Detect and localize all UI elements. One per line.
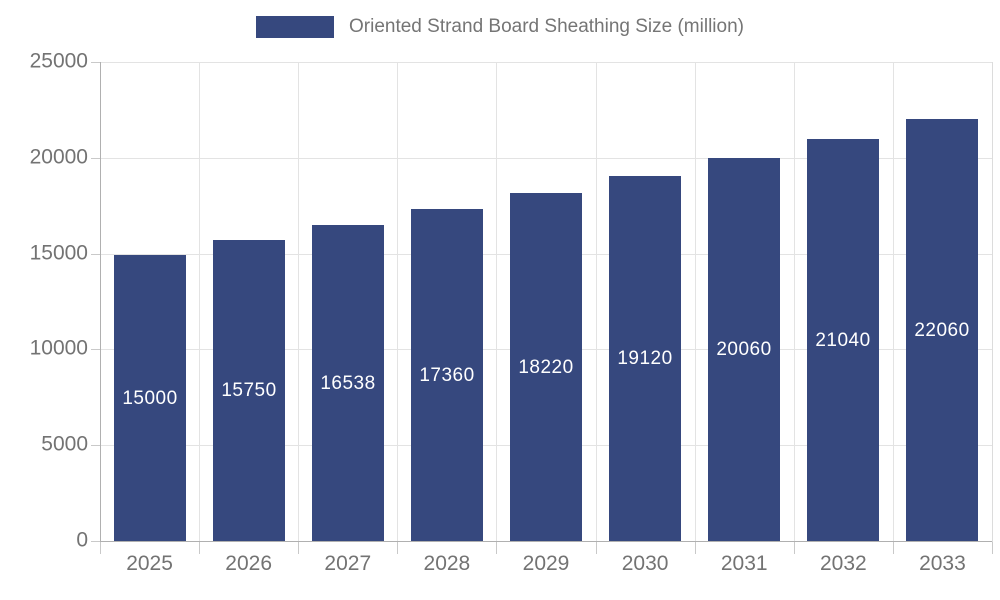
- x-axis-tick-label: 2030: [621, 552, 669, 575]
- legend-swatch: [256, 16, 334, 38]
- x-gridline: [199, 63, 200, 542]
- x-gridline: [397, 63, 398, 542]
- plot-area: 15000 15750 16538 17360 18220 19120 20060 21040…: [100, 62, 993, 542]
- y-axis-tick: [91, 253, 100, 255]
- y-axis-tick-label: 0: [76, 528, 88, 552]
- x-axis-tick: [596, 542, 597, 554]
- bar-2028[interactable]: 17360: [411, 209, 483, 542]
- y-axis-tick-label: 25000: [29, 49, 88, 73]
- x-gridline: [596, 63, 597, 542]
- x-axis-tick: [794, 542, 795, 554]
- x-axis-tick: [199, 542, 200, 554]
- bar-2029[interactable]: 18220: [510, 193, 582, 542]
- bar-value-label: 17360: [419, 364, 475, 386]
- bar-value-label: 15750: [221, 380, 277, 401]
- bar-value-label: 18220: [518, 356, 574, 378]
- x-gridline: [893, 63, 894, 542]
- x-gridline: [794, 63, 795, 542]
- bar-2033[interactable]: 22060: [906, 119, 978, 542]
- y-axis-tick-label: 15000: [29, 241, 88, 265]
- y-axis-tick-label: 5000: [41, 432, 88, 456]
- bar-2025[interactable]: 15000: [114, 255, 186, 542]
- x-axis-tick: [893, 542, 894, 554]
- bar-value-label: 15000: [122, 387, 178, 409]
- y-axis-line: [100, 62, 101, 553]
- x-axis-tick: [100, 542, 101, 554]
- x-axis-tick-label: 2032: [819, 552, 867, 575]
- legend-label: Oriented Strand Board Sheathing Size (mi…: [349, 16, 744, 37]
- y-axis-tick: [91, 62, 100, 63]
- y-axis-tick: [91, 541, 100, 542]
- bar-value-label: 20060: [716, 339, 772, 360]
- x-axis-tick: [992, 542, 993, 554]
- x-gridline: [496, 63, 497, 542]
- x-axis-tick-label: 2028: [423, 552, 471, 575]
- x-axis-tick: [496, 542, 497, 554]
- x-axis-tick-label: 2026: [225, 552, 273, 575]
- legend-item[interactable]: Oriented Strand Board Sheathing Size (mi…: [0, 14, 1000, 40]
- y-axis-tick: [91, 445, 100, 447]
- y-axis-tick-label: 20000: [29, 145, 88, 169]
- bar-value-label: 21040: [815, 329, 871, 351]
- bar-2031[interactable]: 20060: [708, 158, 780, 542]
- bar-2027[interactable]: 16538: [312, 225, 384, 542]
- x-axis-tick-label: 2025: [126, 552, 173, 575]
- bar-2026[interactable]: 15750: [213, 240, 285, 542]
- y-axis-tick: [91, 349, 100, 351]
- bar-value-label: 19120: [617, 348, 673, 369]
- y-axis-tick-label: 10000: [29, 336, 88, 360]
- bar-value-label: 16538: [320, 372, 376, 394]
- x-axis-tick: [695, 542, 696, 554]
- x-gridline: [298, 63, 299, 542]
- x-axis-tick-label: 2033: [919, 552, 966, 575]
- bar-value-label: 22060: [914, 319, 970, 341]
- x-axis-tick: [397, 542, 398, 554]
- y-gridline: [100, 157, 992, 159]
- y-axis-tick: [91, 157, 100, 159]
- x-axis-line: [91, 541, 992, 542]
- x-axis-tick-label: 2027: [324, 552, 372, 575]
- y-gridline: [100, 62, 992, 63]
- x-gridline: [695, 63, 696, 542]
- bar-2030[interactable]: 19120: [609, 176, 681, 542]
- x-axis-tick: [298, 542, 299, 554]
- bar-2032[interactable]: 21040: [807, 139, 879, 542]
- x-axis-tick-label: 2031: [720, 552, 768, 575]
- x-axis-tick-label: 2029: [522, 552, 570, 575]
